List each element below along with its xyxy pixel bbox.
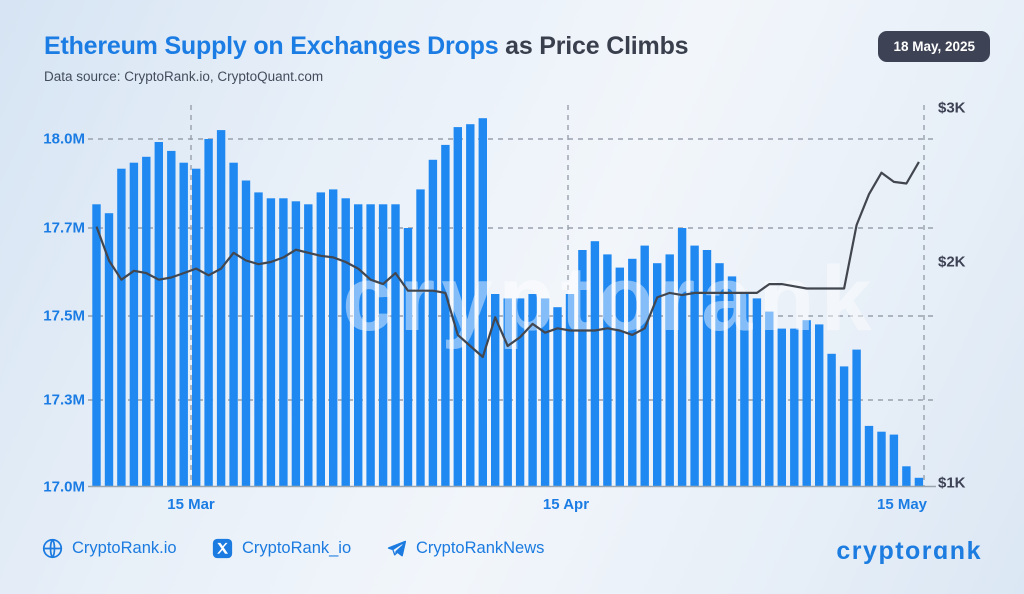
supply-bar xyxy=(578,250,587,487)
supply-bar xyxy=(92,204,101,487)
supply-bar xyxy=(565,294,575,487)
supply-bar xyxy=(715,263,724,487)
x-axis-tick-date: 15 Mar xyxy=(167,496,215,513)
telegram-label: CryptoRankNews xyxy=(416,539,545,557)
supply-bar xyxy=(815,324,824,487)
supply-bar xyxy=(192,168,201,487)
supply-bar xyxy=(827,353,836,487)
x-icon xyxy=(212,538,233,559)
supply-bar xyxy=(802,320,811,487)
supply-bar xyxy=(540,298,550,487)
x-axis-tick-date: 15 Apr xyxy=(542,496,590,513)
supply-bar xyxy=(515,298,525,487)
supply-bar xyxy=(179,162,188,487)
supply-bar xyxy=(902,466,911,487)
supply-bar xyxy=(752,298,762,487)
supply-bar xyxy=(653,263,662,487)
supply-bar xyxy=(765,311,774,487)
watermark: cryptorank xyxy=(342,248,878,350)
supply-bar xyxy=(291,201,301,487)
supply-bar xyxy=(553,307,562,487)
y-axis-tick-supply: 17.5M xyxy=(43,307,85,325)
date-badge: 18 May, 2025 xyxy=(878,31,990,62)
y-axis-tick-supply: 17.0M xyxy=(43,478,85,495)
y-axis-tick-supply: 18.0M xyxy=(43,130,85,148)
supply-bar xyxy=(877,431,886,487)
supply-bar xyxy=(341,198,350,487)
supply-bar xyxy=(441,144,450,487)
supply-bar xyxy=(727,276,737,487)
supply-bar xyxy=(478,118,487,487)
supply-bar xyxy=(864,425,874,487)
supply-bar xyxy=(378,204,388,487)
supply-bar xyxy=(104,213,114,487)
twitter-label: CryptoRank_io xyxy=(242,539,352,557)
website-label: CryptoRank.io xyxy=(72,539,177,557)
supply-bar xyxy=(266,198,276,487)
supply-bar xyxy=(690,245,699,487)
supply-bar xyxy=(665,254,674,487)
price-line xyxy=(95,161,920,359)
supply-bar xyxy=(366,204,375,487)
supply-bar xyxy=(491,294,500,487)
supply-bar xyxy=(216,130,226,487)
supply-bar xyxy=(615,267,624,487)
supply-bar xyxy=(777,328,786,487)
supply-bar xyxy=(204,139,213,487)
supply-bar xyxy=(316,192,325,487)
y-axis-tick-supply: 17.3M xyxy=(43,391,85,409)
y-axis-tick-price: $1K xyxy=(938,474,966,492)
data-source-note: Data source: CryptoRank.io, CryptoQuant.… xyxy=(44,69,324,84)
supply-bar xyxy=(453,127,462,487)
y-axis-tick-supply: 17.7M xyxy=(43,219,85,237)
supply-bar xyxy=(590,241,600,487)
supply-bar xyxy=(416,189,425,487)
supply-bar xyxy=(677,228,687,487)
y-axis-tick-price: $3K xyxy=(938,99,966,117)
supply-bar xyxy=(229,162,238,487)
supply-bar xyxy=(354,204,363,487)
supply-bar xyxy=(839,366,849,487)
cryptorank-logo: cryptorɑnk xyxy=(836,537,982,565)
supply-bar xyxy=(279,198,288,487)
supply-bar xyxy=(628,258,637,487)
telegram-icon xyxy=(386,538,407,559)
supply-bar xyxy=(154,142,163,487)
website-link[interactable]: CryptoRank.io xyxy=(42,538,177,559)
footer: CryptoRank.io CryptoRank_io CryptoRankNe… xyxy=(0,536,1024,568)
supply-bar xyxy=(603,254,612,487)
supply-bar xyxy=(428,159,438,487)
supply-bar xyxy=(391,204,400,487)
supply-bar xyxy=(117,168,126,487)
page-title: Ethereum Supply on Exchanges Drops as Pr… xyxy=(44,32,689,61)
supply-bar xyxy=(528,294,537,487)
twitter-link[interactable]: CryptoRank_io xyxy=(212,538,351,559)
supply-bar xyxy=(329,189,338,487)
y-axis-tick-price: $2K xyxy=(938,253,966,271)
supply-bar xyxy=(889,434,899,487)
supply-bar xyxy=(503,298,512,487)
title-highlight: Ethereum Supply on Exchanges Drops xyxy=(44,32,499,60)
supply-bar xyxy=(790,328,799,487)
supply-bar xyxy=(304,204,313,487)
supply-bar xyxy=(740,294,749,487)
supply-bar xyxy=(167,150,176,487)
supply-bar xyxy=(142,156,151,487)
supply-bar xyxy=(403,228,413,487)
x-axis-tick-date: 15 May xyxy=(876,496,928,513)
title-rest: as Price Climbs xyxy=(498,32,689,60)
telegram-link[interactable]: CryptoRankNews xyxy=(386,538,544,559)
supply-bar xyxy=(466,124,475,487)
supply-bar xyxy=(640,245,649,487)
supply-bar xyxy=(241,180,251,487)
globe-icon xyxy=(42,538,63,559)
supply-bar xyxy=(914,477,924,487)
supply-bar xyxy=(254,192,263,487)
supply-bar xyxy=(702,250,712,487)
supply-bar xyxy=(129,162,139,487)
supply-bar xyxy=(852,349,861,487)
